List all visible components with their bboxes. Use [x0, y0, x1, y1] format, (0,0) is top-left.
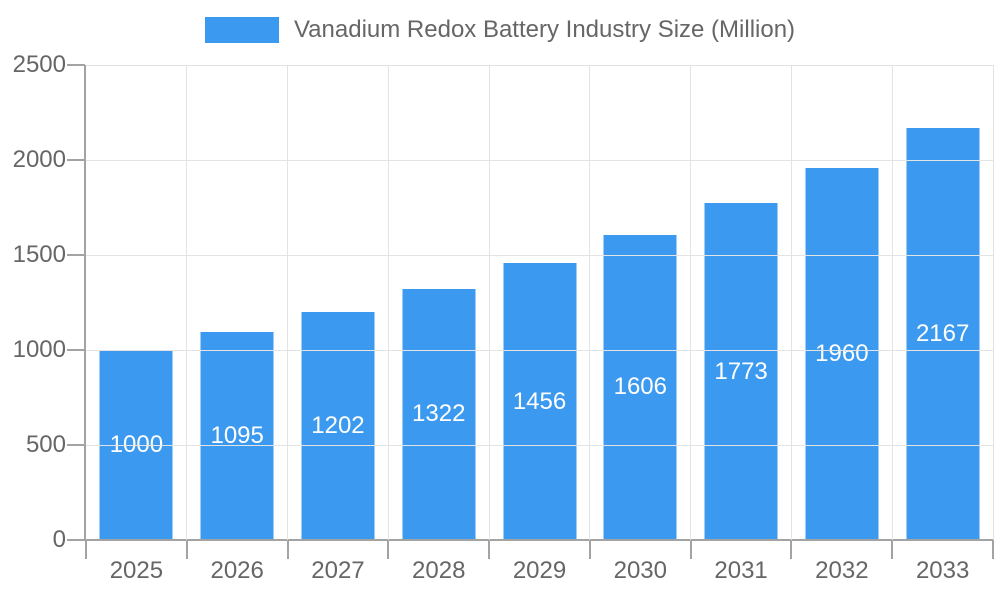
gridline-v: [488, 65, 490, 540]
bar-value-label: 1202: [311, 411, 365, 439]
bar: 1202: [301, 311, 375, 540]
bar-value-label: 1960: [815, 339, 869, 367]
bars-layer: 1000 1095 1202 1322 1456 1606 1773 1960 2167: [86, 65, 993, 540]
y-tick-label: 2000: [12, 146, 66, 173]
x-tick-label: 2029: [512, 557, 567, 584]
x-tick-mark: [286, 541, 289, 559]
y-tick-label: 1000: [12, 336, 66, 363]
gridline-h: [86, 159, 993, 161]
legend-label: Vanadium Redox Battery Industry Size (Mi…: [293, 16, 796, 43]
bar-value-label: 1773: [714, 357, 768, 385]
bar: 1456: [503, 263, 577, 540]
x-tick-mark: [488, 541, 491, 559]
gridline-v: [186, 65, 188, 540]
bar-cell: 1960: [791, 65, 892, 540]
bar: 1322: [402, 288, 476, 540]
y-tick-mark: [67, 159, 85, 161]
x-tick-mark: [588, 541, 591, 559]
x-tick-mark: [689, 541, 692, 559]
bar: 2167: [906, 128, 980, 540]
x-tick-label: 2028: [412, 557, 466, 584]
x-axis-line: [84, 539, 994, 541]
gridline-v: [891, 65, 893, 540]
gridline-v: [387, 65, 389, 540]
gridline-v: [287, 65, 289, 540]
bar: 1773: [704, 203, 778, 540]
x-tick-mark: [185, 541, 188, 559]
gridline-h: [86, 444, 993, 446]
gridline-v: [589, 65, 591, 540]
x-tick-label: 2026: [210, 557, 264, 584]
x-axis-labels: 2025 2026 2027 2028 2029 2030 2031 2032 2033: [86, 558, 993, 584]
bar-cell: 1773: [691, 65, 792, 540]
x-tick-label: 2030: [613, 557, 667, 584]
legend: Vanadium Redox Battery Industry Size (Mi…: [0, 16, 1000, 44]
x-tick-mark: [891, 541, 894, 559]
x-tick-label: 2031: [714, 557, 768, 584]
y-tick-mark: [67, 254, 85, 256]
gridline-h: [86, 349, 993, 351]
x-tick-label: 2033: [915, 557, 970, 584]
bar-cell: 1456: [489, 65, 590, 540]
x-tick-mark: [387, 541, 390, 559]
bar: 1960: [805, 167, 879, 540]
bar: 1606: [603, 234, 677, 540]
gridline-v: [992, 65, 994, 540]
x-tick-label: 2032: [815, 557, 869, 584]
gridline-v: [790, 65, 792, 540]
bar-value-label: 1095: [210, 421, 264, 449]
y-tick-mark: [67, 349, 85, 351]
plot-area: 1000 1095 1202 1322 1456 1606 1773 1960 2167: [67, 64, 994, 559]
bar-value-label: 1606: [613, 373, 667, 401]
bar-cell: 1322: [388, 65, 489, 540]
y-tick-label: 1500: [12, 241, 66, 268]
bar-cell: 1000: [86, 65, 187, 540]
x-tick-label: 2025: [109, 557, 164, 584]
bar: 1095: [200, 331, 274, 540]
legend-swatch: [204, 17, 279, 43]
bar-cell: 1606: [590, 65, 691, 540]
y-axis-labels: 2500 2000 1500 1000 500 0: [0, 53, 66, 552]
x-tick-mark: [790, 541, 793, 559]
bar-cell: 2167: [892, 65, 993, 540]
x-tick-mark: [85, 541, 87, 559]
y-tick-label: 2500: [12, 51, 66, 78]
y-tick-mark: [67, 64, 85, 66]
x-tick-label: 2027: [311, 557, 365, 584]
y-tick-mark: [67, 539, 85, 541]
gridline-v: [690, 65, 692, 540]
gridline-h: [86, 254, 993, 256]
y-axis-line: [84, 65, 86, 540]
bar-value-label: 2167: [915, 320, 970, 348]
bar-cell: 1095: [187, 65, 288, 540]
gridline-h: [86, 64, 993, 66]
y-tick-label: 0: [52, 526, 66, 553]
bar-cell: 1202: [288, 65, 389, 540]
x-tick-mark: [992, 541, 994, 559]
y-tick-label: 500: [25, 431, 66, 458]
bar-value-label: 1322: [412, 400, 466, 428]
bar-value-label: 1456: [512, 387, 567, 415]
y-tick-mark: [67, 444, 85, 446]
